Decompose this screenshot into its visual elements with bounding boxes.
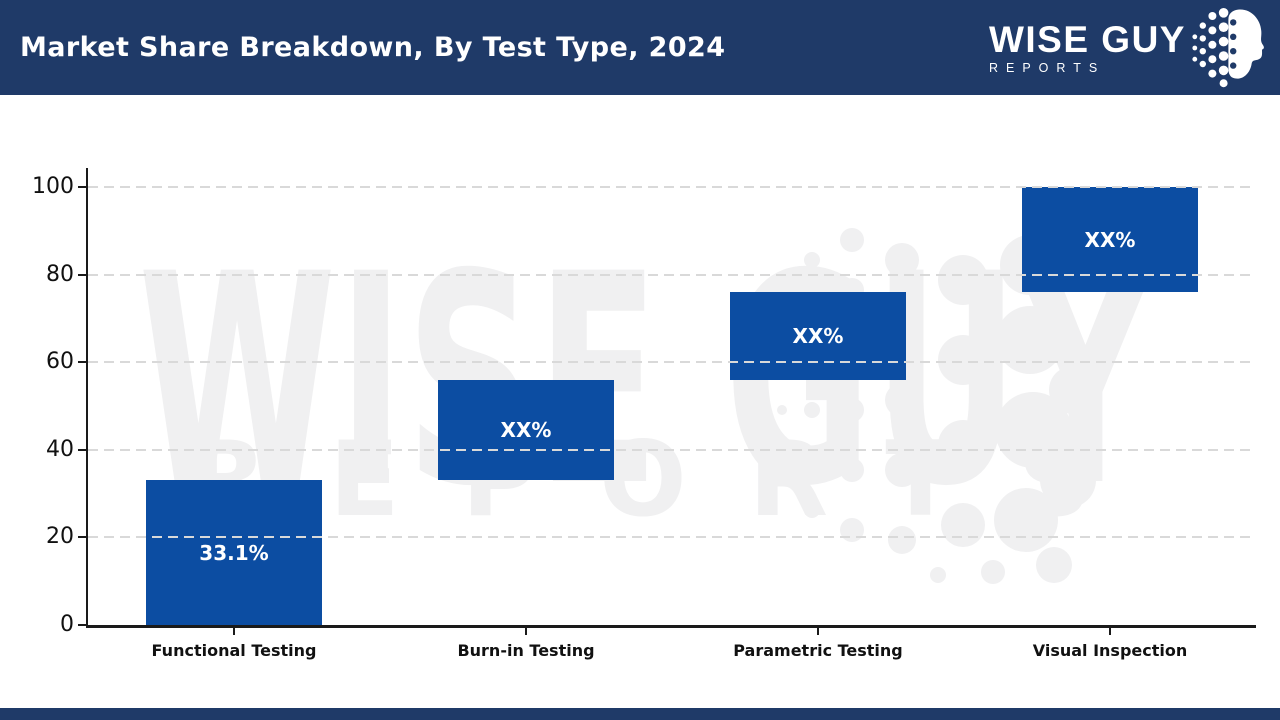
y-tick bbox=[78, 536, 87, 539]
y-tick bbox=[78, 448, 87, 451]
page-title: Market Share Breakdown, By Test Type, 20… bbox=[20, 32, 726, 63]
footer-bar bbox=[0, 708, 1280, 720]
logo-reports-label: REPORTS bbox=[988, 61, 1106, 76]
y-axis-line bbox=[86, 168, 88, 627]
bar bbox=[146, 480, 322, 625]
gridline bbox=[88, 186, 1256, 188]
category-label: Parametric Testing bbox=[733, 641, 903, 660]
bar-value-label: XX% bbox=[1084, 227, 1136, 252]
y-tick bbox=[78, 273, 87, 276]
bar-value-label: XX% bbox=[500, 417, 552, 442]
y-tick-label: 0 bbox=[60, 612, 74, 637]
logo-face-icon bbox=[1192, 8, 1264, 88]
x-tick bbox=[233, 628, 235, 635]
gridline bbox=[88, 361, 1256, 364]
y-tick-label: 100 bbox=[32, 174, 74, 199]
bar-value-label: 33.1% bbox=[199, 540, 269, 565]
header: Market Share Breakdown, By Test Type, 20… bbox=[0, 0, 1280, 95]
y-tick bbox=[78, 186, 87, 188]
category-label: Burn-in Testing bbox=[457, 641, 595, 660]
y-tick-label: 80 bbox=[46, 261, 74, 287]
y-tick-label: 40 bbox=[46, 436, 74, 462]
bar-value-label: XX% bbox=[792, 323, 844, 348]
y-tick bbox=[78, 624, 87, 626]
category-label: Visual Inspection bbox=[1032, 641, 1188, 660]
logo-text: WISE GUY REPORTS bbox=[989, 21, 1186, 75]
x-tick bbox=[1109, 628, 1111, 635]
x-tick bbox=[525, 628, 527, 635]
category-label: Functional Testing bbox=[151, 641, 317, 660]
gridline bbox=[88, 273, 1256, 276]
gridline bbox=[88, 448, 1256, 451]
x-tick bbox=[817, 628, 819, 635]
y-tick-label: 20 bbox=[46, 524, 74, 550]
y-tick bbox=[78, 361, 87, 364]
x-axis-line bbox=[86, 625, 1256, 628]
gridline bbox=[88, 536, 1256, 539]
bar bbox=[438, 379, 614, 481]
y-tick-label: 60 bbox=[46, 349, 74, 375]
logo-wiseguy-label: WISE GUY bbox=[988, 19, 1186, 61]
wise-guy-logo: WISE GUY REPORTS bbox=[989, 4, 1270, 92]
